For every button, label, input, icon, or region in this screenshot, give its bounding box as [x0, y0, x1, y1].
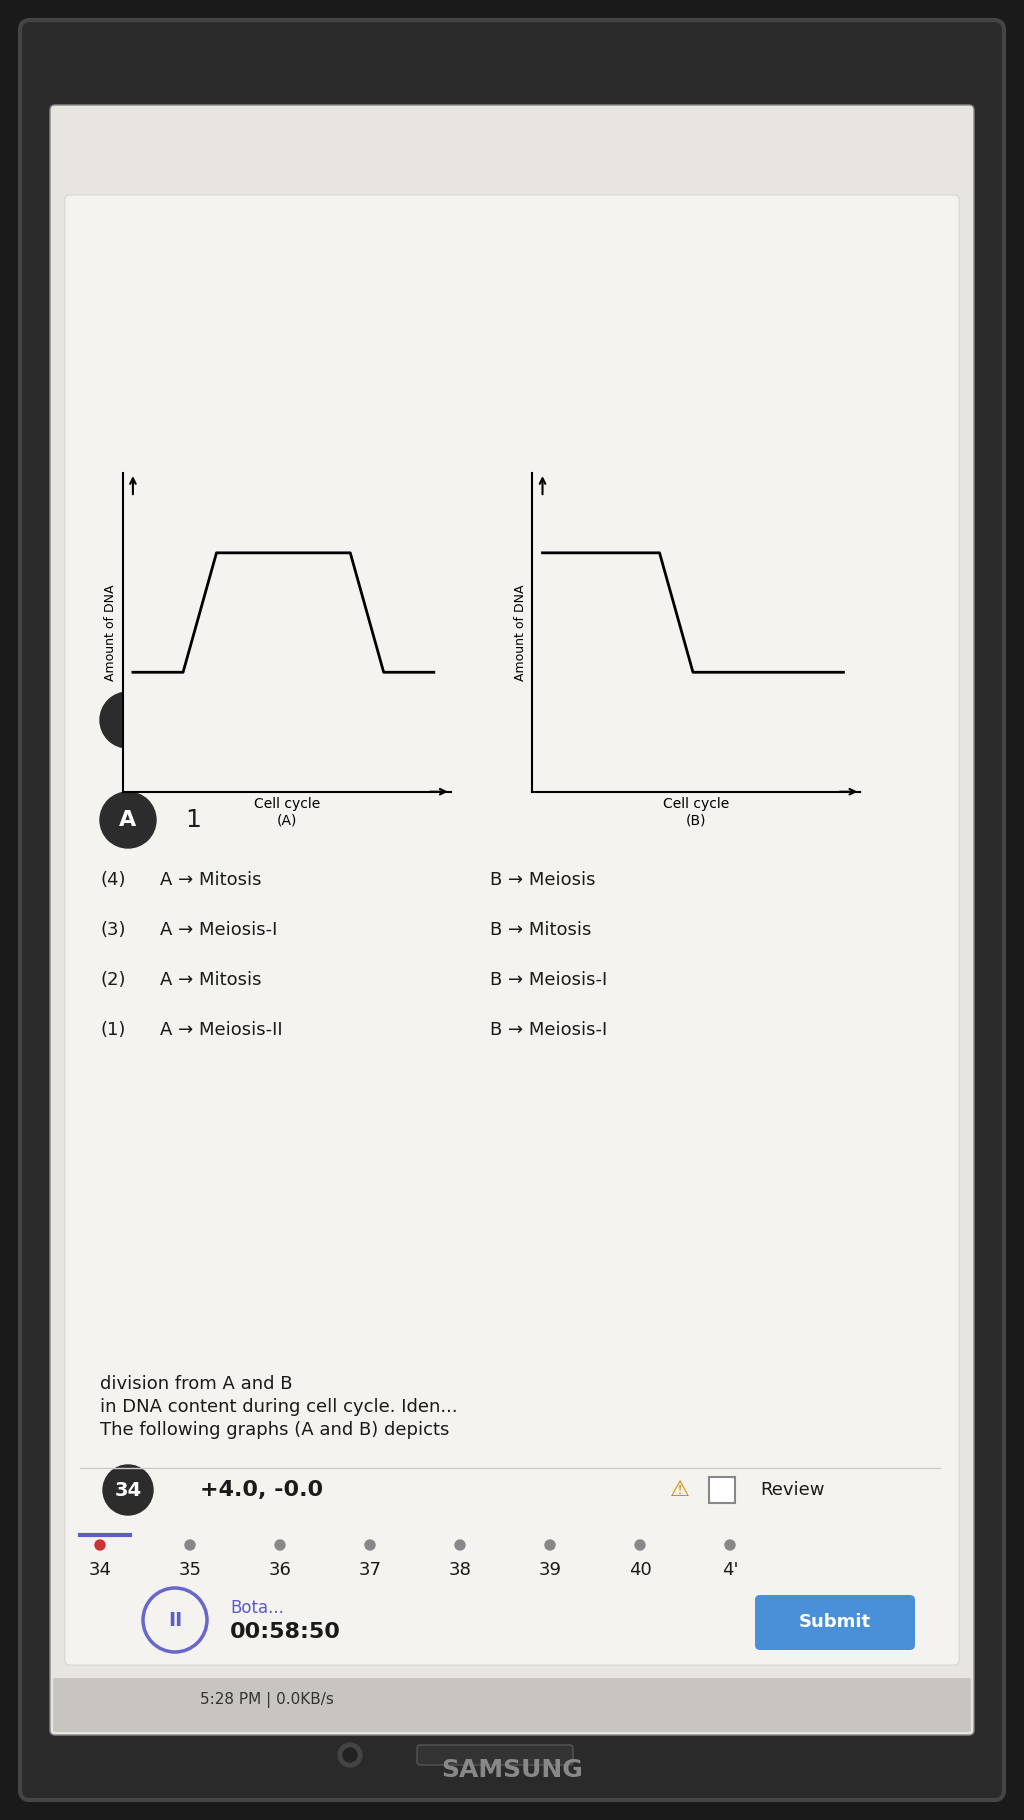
Circle shape [338, 1744, 362, 1767]
Text: B → Meiosis: B → Meiosis [490, 872, 596, 888]
Text: Review: Review [760, 1481, 824, 1500]
FancyBboxPatch shape [53, 1678, 971, 1733]
FancyBboxPatch shape [417, 1745, 573, 1765]
Y-axis label: Amount of DNA: Amount of DNA [514, 584, 527, 681]
Text: SAMSUNG: SAMSUNG [441, 1758, 583, 1782]
Circle shape [185, 1540, 195, 1551]
Circle shape [343, 1747, 357, 1762]
Text: 35: 35 [178, 1562, 202, 1580]
Y-axis label: Amount of DNA: Amount of DNA [104, 584, 118, 681]
Text: B: B [120, 710, 136, 730]
Circle shape [725, 1540, 735, 1551]
X-axis label: Cell cycle
(B): Cell cycle (B) [664, 797, 729, 828]
Text: 1: 1 [185, 808, 201, 832]
Text: II: II [168, 1611, 182, 1629]
Text: 40: 40 [629, 1562, 651, 1580]
Circle shape [455, 1540, 465, 1551]
Text: (4): (4) [100, 872, 126, 888]
Text: in DNA content during cell cycle. Iden...: in DNA content during cell cycle. Iden..… [100, 1398, 458, 1416]
Text: 34: 34 [115, 1480, 141, 1500]
Text: Bota...: Bota... [230, 1600, 284, 1616]
Text: 36: 36 [268, 1562, 292, 1580]
FancyBboxPatch shape [20, 20, 1004, 1800]
Text: A → Meiosis-II: A → Meiosis-II [160, 1021, 283, 1039]
Text: (2): (2) [100, 972, 126, 988]
Text: (1): (1) [100, 1021, 125, 1039]
Circle shape [100, 692, 156, 748]
Text: A → Mitosis: A → Mitosis [160, 872, 261, 888]
Text: 2: 2 [185, 708, 201, 732]
Text: 34: 34 [88, 1562, 112, 1580]
Text: 39: 39 [539, 1562, 561, 1580]
Text: B → Meiosis-I: B → Meiosis-I [490, 972, 607, 988]
Circle shape [95, 1540, 105, 1551]
Text: B → Mitosis: B → Mitosis [490, 921, 592, 939]
Circle shape [100, 792, 156, 848]
Text: A: A [120, 810, 136, 830]
Text: (3): (3) [100, 921, 126, 939]
X-axis label: Cell cycle
(A): Cell cycle (A) [254, 797, 319, 828]
Circle shape [365, 1540, 375, 1551]
Text: 37: 37 [358, 1562, 382, 1580]
FancyBboxPatch shape [65, 195, 959, 1665]
Text: 5:28 PM | 0.0KB/s: 5:28 PM | 0.0KB/s [200, 1693, 334, 1707]
Text: 4': 4' [722, 1562, 738, 1580]
Text: A → Meiosis-I: A → Meiosis-I [160, 921, 278, 939]
Circle shape [545, 1540, 555, 1551]
Text: B → Meiosis-I: B → Meiosis-I [490, 1021, 607, 1039]
Text: 38: 38 [449, 1562, 471, 1580]
Text: division from A and B: division from A and B [100, 1374, 293, 1392]
Text: 00:58:50: 00:58:50 [230, 1622, 341, 1642]
Text: ⚠: ⚠ [670, 1480, 690, 1500]
Text: The following graphs (A and B) depicts: The following graphs (A and B) depicts [100, 1421, 450, 1440]
Circle shape [103, 1465, 153, 1514]
Circle shape [275, 1540, 285, 1551]
Circle shape [635, 1540, 645, 1551]
FancyBboxPatch shape [709, 1478, 735, 1503]
Text: +4.0, -0.0: +4.0, -0.0 [200, 1480, 324, 1500]
Text: Submit: Submit [799, 1613, 871, 1631]
Text: A → Mitosis: A → Mitosis [160, 972, 261, 988]
FancyBboxPatch shape [755, 1594, 915, 1651]
FancyBboxPatch shape [50, 106, 974, 1734]
